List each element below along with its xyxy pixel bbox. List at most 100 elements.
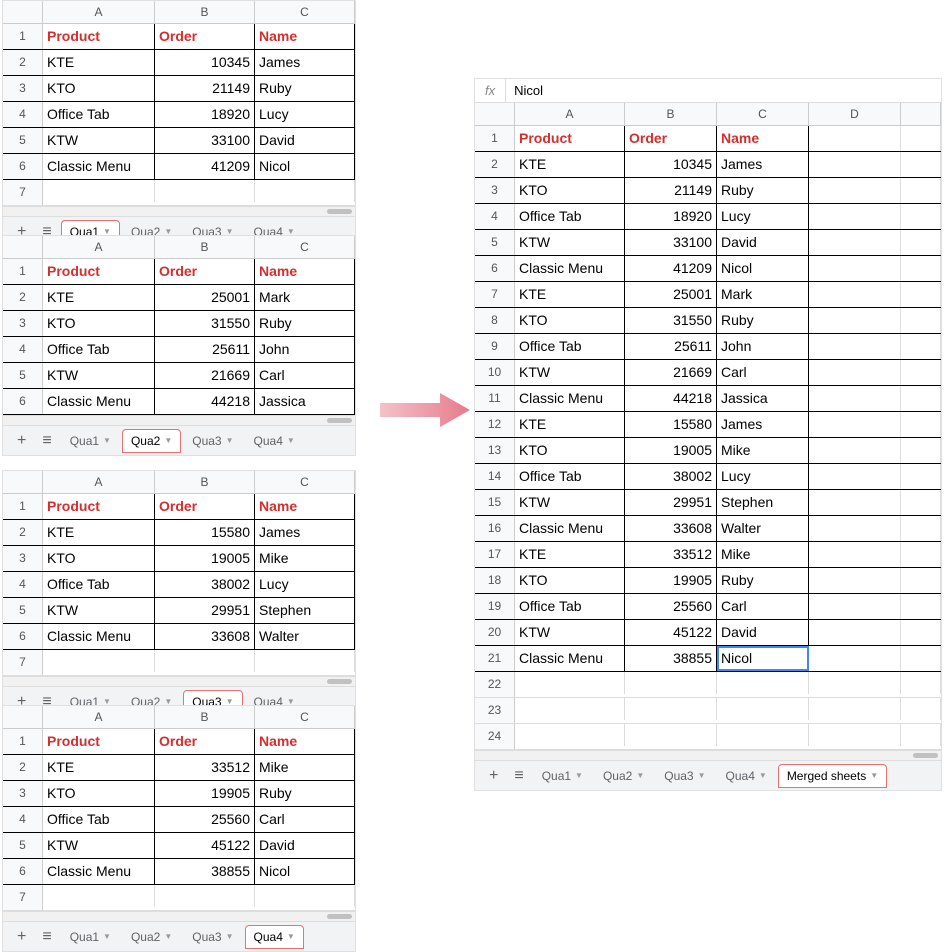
cell[interactable]: KTW	[515, 490, 625, 515]
empty-cell[interactable]	[901, 152, 941, 177]
cell[interactable]: 21149	[155, 76, 255, 101]
cell[interactable]: KTW	[43, 363, 155, 388]
cell[interactable]: 25001	[155, 285, 255, 310]
empty-cell[interactable]	[901, 126, 941, 151]
empty-cell[interactable]	[809, 464, 901, 489]
cell[interactable]: 29951	[155, 598, 255, 623]
cell[interactable]: Classic Menu	[515, 516, 625, 541]
row-header[interactable]: 3	[3, 546, 43, 571]
cell[interactable]: Office Tab	[515, 334, 625, 359]
cell[interactable]: 38002	[625, 464, 717, 489]
row-header[interactable]: 22	[475, 672, 515, 697]
empty-cell[interactable]	[901, 438, 941, 463]
scrollbar[interactable]	[475, 750, 941, 760]
cell[interactable]: 31550	[155, 311, 255, 336]
cell[interactable]: Classic Menu	[43, 624, 155, 649]
cell[interactable]: 19905	[625, 568, 717, 593]
empty-cell[interactable]	[255, 650, 355, 672]
row-header[interactable]: 21	[475, 646, 515, 671]
cell[interactable]: KTO	[515, 308, 625, 333]
select-all-corner[interactable]	[475, 103, 515, 125]
cell[interactable]: Office Tab	[43, 807, 155, 832]
cell[interactable]: Lucy	[255, 572, 355, 597]
empty-cell[interactable]	[717, 698, 809, 720]
cell[interactable]: Stephen	[717, 490, 809, 515]
row-header[interactable]: 6	[3, 859, 43, 884]
cell[interactable]: 33512	[155, 755, 255, 780]
cell[interactable]: David	[255, 833, 355, 858]
empty-cell[interactable]	[901, 698, 941, 720]
cell[interactable]: KTO	[43, 546, 155, 571]
cell[interactable]: Classic Menu	[43, 389, 155, 414]
cell[interactable]: 25611	[155, 337, 255, 362]
row-header[interactable]: 11	[475, 386, 515, 411]
empty-cell[interactable]	[901, 490, 941, 515]
cell[interactable]: KTE	[515, 152, 625, 177]
empty-cell[interactable]	[901, 646, 941, 671]
row-header[interactable]: 5	[3, 363, 43, 388]
add-sheet-button[interactable]: +	[11, 928, 32, 946]
cell[interactable]: David	[255, 128, 355, 153]
row-header[interactable]: 1	[3, 259, 43, 284]
cell[interactable]: Carl	[717, 360, 809, 385]
row-header[interactable]: 12	[475, 412, 515, 437]
empty-cell[interactable]	[901, 360, 941, 385]
row-header[interactable]: 7	[3, 650, 43, 675]
col-header-B[interactable]: B	[155, 236, 255, 258]
cell[interactable]: Mike	[717, 438, 809, 463]
empty-cell[interactable]	[809, 256, 901, 281]
cell[interactable]: Carl	[255, 363, 355, 388]
cell[interactable]: Ruby	[255, 781, 355, 806]
header-cell-product[interactable]: Product	[43, 24, 155, 49]
cell[interactable]: Ruby	[717, 178, 809, 203]
empty-cell[interactable]	[901, 516, 941, 541]
row-header[interactable]: 6	[3, 154, 43, 179]
scrollbar[interactable]	[3, 206, 355, 216]
header-cell-order[interactable]: Order	[155, 494, 255, 519]
tab-dropdown-icon[interactable]: ▼	[226, 436, 234, 445]
empty-cell[interactable]	[809, 386, 901, 411]
header-cell-name[interactable]: Name	[717, 126, 809, 151]
cell[interactable]: 38002	[155, 572, 255, 597]
cell[interactable]: 44218	[155, 389, 255, 414]
row-header[interactable]: 15	[475, 490, 515, 515]
row-header[interactable]: 2	[3, 520, 43, 545]
empty-cell[interactable]	[717, 724, 809, 746]
header-cell-product[interactable]: Product	[43, 259, 155, 284]
col-header-B[interactable]: B	[155, 1, 255, 23]
cell[interactable]: Carl	[255, 807, 355, 832]
cell[interactable]: KTE	[43, 755, 155, 780]
cell[interactable]: KTW	[43, 128, 155, 153]
tab-dropdown-icon[interactable]: ▼	[698, 771, 706, 780]
tab-dropdown-icon[interactable]: ▼	[870, 771, 878, 780]
row-header[interactable]: 4	[3, 102, 43, 127]
cell[interactable]: KTO	[43, 781, 155, 806]
cell[interactable]: 25560	[155, 807, 255, 832]
empty-cell[interactable]	[809, 126, 901, 151]
cell[interactable]: Walter	[717, 516, 809, 541]
row-header[interactable]: 1	[3, 494, 43, 519]
empty-cell[interactable]	[901, 178, 941, 203]
empty-cell[interactable]	[155, 885, 255, 907]
cell[interactable]: 31550	[625, 308, 717, 333]
header-cell-name[interactable]: Name	[255, 729, 355, 754]
empty-cell[interactable]	[901, 334, 941, 359]
cell[interactable]: Classic Menu	[43, 859, 155, 884]
row-header[interactable]: 4	[3, 337, 43, 362]
cell[interactable]: KTW	[515, 360, 625, 385]
empty-cell[interactable]	[809, 360, 901, 385]
sheet-tab-qua4[interactable]: Qua4▼	[246, 926, 303, 948]
empty-cell[interactable]	[901, 256, 941, 281]
tab-dropdown-icon[interactable]: ▼	[164, 932, 172, 941]
scrollbar[interactable]	[3, 911, 355, 921]
row-header[interactable]: 2	[3, 755, 43, 780]
cell[interactable]: 45122	[625, 620, 717, 645]
cell[interactable]: Mark	[717, 282, 809, 307]
cell[interactable]: KTE	[43, 285, 155, 310]
empty-cell[interactable]	[901, 594, 941, 619]
empty-cell[interactable]	[809, 334, 901, 359]
col-header-B[interactable]: B	[155, 706, 255, 728]
cell[interactable]: KTO	[515, 568, 625, 593]
cell[interactable]: KTW	[515, 620, 625, 645]
empty-cell[interactable]	[901, 308, 941, 333]
